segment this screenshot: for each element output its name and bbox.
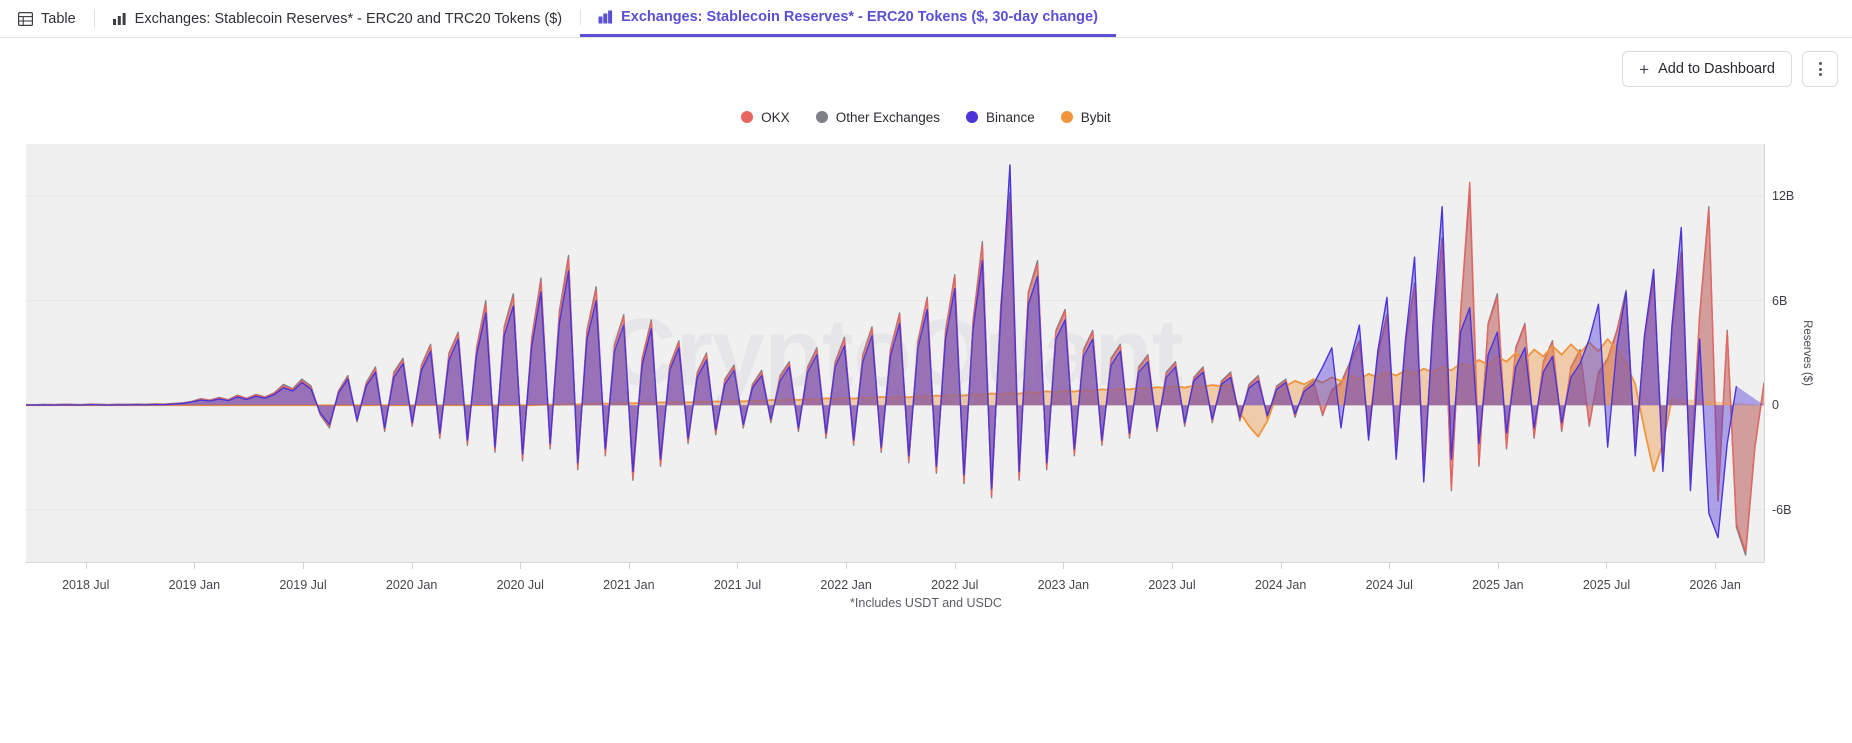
x-axis-tick: 2026 Jan bbox=[1689, 578, 1741, 592]
x-axis-tick: 2022 Jul bbox=[931, 578, 979, 592]
more-vertical-icon bbox=[1818, 62, 1822, 76]
y-axis-tick: 12B bbox=[1772, 189, 1795, 204]
x-axis-tickmark bbox=[737, 562, 739, 569]
y-axis-tick: 0 bbox=[1772, 398, 1779, 413]
x-axis-tick: 2025 Jul bbox=[1582, 578, 1631, 592]
plot-region[interactable]: CryptoQuant bbox=[26, 144, 1764, 562]
add-to-dashboard-button[interactable]: + Add to Dashboard bbox=[1622, 51, 1792, 87]
legend-label-other-exchanges: Other Exchanges bbox=[835, 109, 940, 125]
y-axis: Reserves ($) 12B 6B 0 -6B bbox=[1772, 144, 1842, 562]
bar-chart-icon bbox=[598, 10, 613, 24]
tab-erc20-trc20-label: Exchanges: Stablecoin Reserves* - ERC20 … bbox=[134, 10, 563, 27]
tab-bar: Table Exchanges: Stablecoin Reserves* - … bbox=[0, 0, 1852, 38]
x-axis: 2018 Jul 2019 Jan 2019 Jul 2020 Jan 2020 Jul… bbox=[26, 562, 1764, 598]
x-axis-tick: 2025 Jan bbox=[1472, 578, 1524, 592]
tab-table-label: Table bbox=[41, 10, 76, 27]
legend-label-okx: OKX bbox=[761, 109, 790, 125]
chart-toolbar: + Add to Dashboard bbox=[0, 38, 1852, 100]
y-axis-title: Reserves ($) bbox=[1801, 320, 1814, 386]
chart-svg bbox=[26, 164, 1764, 556]
x-axis-tick: 2022 Jan bbox=[820, 578, 872, 592]
x-axis-tickmark bbox=[846, 562, 848, 569]
bar-chart-icon bbox=[112, 12, 127, 26]
more-options-button[interactable] bbox=[1802, 51, 1838, 87]
add-to-dashboard-label: Add to Dashboard bbox=[1658, 61, 1775, 77]
legend-label-bybit: Bybit bbox=[1080, 109, 1111, 125]
x-axis-line bbox=[26, 562, 1764, 563]
x-axis-tickmark bbox=[1715, 562, 1717, 569]
x-axis-tick: 2021 Jul bbox=[713, 578, 762, 592]
x-axis-tickmark bbox=[1606, 562, 1608, 569]
x-axis-tick: 2019 Jul bbox=[279, 578, 327, 592]
y-axis-tick: 6B bbox=[1772, 293, 1788, 308]
legend-swatch-binance bbox=[966, 111, 978, 123]
x-axis-tickmark bbox=[302, 562, 304, 569]
tab-erc20-trc20[interactable]: Exchanges: Stablecoin Reserves* - ERC20 … bbox=[93, 0, 580, 37]
chart-footnote: *Includes USDT and USDC bbox=[850, 596, 1002, 610]
x-axis-tickmark bbox=[628, 562, 630, 569]
x-axis-tick: 2023 Jul bbox=[1148, 578, 1196, 592]
chart-area: CryptoQuant Reserves ($) 12B 6B 0 -6B 2018 … bbox=[0, 144, 1852, 743]
x-axis-tickmark bbox=[1280, 562, 1282, 569]
legend-swatch-other-exchanges bbox=[815, 111, 828, 123]
x-axis-tickmark bbox=[1171, 562, 1173, 569]
y-axis-tick: -6B bbox=[1772, 502, 1792, 517]
x-axis-tickmark bbox=[1497, 562, 1499, 569]
tab-erc20-30day-change-label: Exchanges: Stablecoin Reserves* - ERC20 … bbox=[621, 9, 1098, 25]
x-axis-tickmark bbox=[411, 562, 413, 569]
x-axis-tick: 2019 Jan bbox=[168, 578, 221, 592]
legend-swatch-okx bbox=[741, 111, 754, 123]
x-axis-tick: 2023 Jan bbox=[1037, 578, 1090, 592]
legend-item-okx[interactable]: OKX bbox=[741, 110, 790, 125]
tab-table[interactable]: Table bbox=[0, 0, 94, 37]
legend-item-other-exchanges[interactable]: Other Exchanges bbox=[815, 109, 940, 125]
legend-label-binance: Binance bbox=[986, 109, 1035, 125]
legend-item-bybit[interactable]: Bybit bbox=[1060, 109, 1111, 125]
x-axis-tickmark bbox=[954, 562, 956, 569]
x-axis-tick: 2018 Jul bbox=[62, 578, 110, 592]
legend-swatch-bybit bbox=[1060, 111, 1073, 123]
tab-erc20-30day-change[interactable]: Exchanges: Stablecoin Reserves* - ERC20 … bbox=[580, 0, 1116, 37]
x-axis-tickmark bbox=[520, 562, 522, 569]
legend-item-binance[interactable]: Binance bbox=[966, 110, 1035, 125]
x-axis-tick: 2024 Jan bbox=[1254, 578, 1307, 592]
x-axis-tick: 2021 Jan bbox=[603, 578, 655, 592]
chart-legend: OKX Other Exchanges Binance Bybit bbox=[0, 100, 1852, 134]
table-icon bbox=[18, 11, 33, 26]
y-axis-line bbox=[1764, 144, 1765, 562]
x-axis-tick: 2020 Jul bbox=[496, 578, 544, 592]
x-axis-tick: 2024 Jul bbox=[1365, 578, 1413, 592]
x-axis-tickmark bbox=[194, 562, 196, 569]
plus-icon: + bbox=[1639, 59, 1650, 79]
x-axis-tickmark bbox=[1063, 562, 1065, 569]
x-axis-tick: 2020 Jan bbox=[385, 578, 438, 592]
x-axis-tickmark bbox=[85, 562, 87, 569]
x-axis-tickmark bbox=[1389, 562, 1391, 569]
